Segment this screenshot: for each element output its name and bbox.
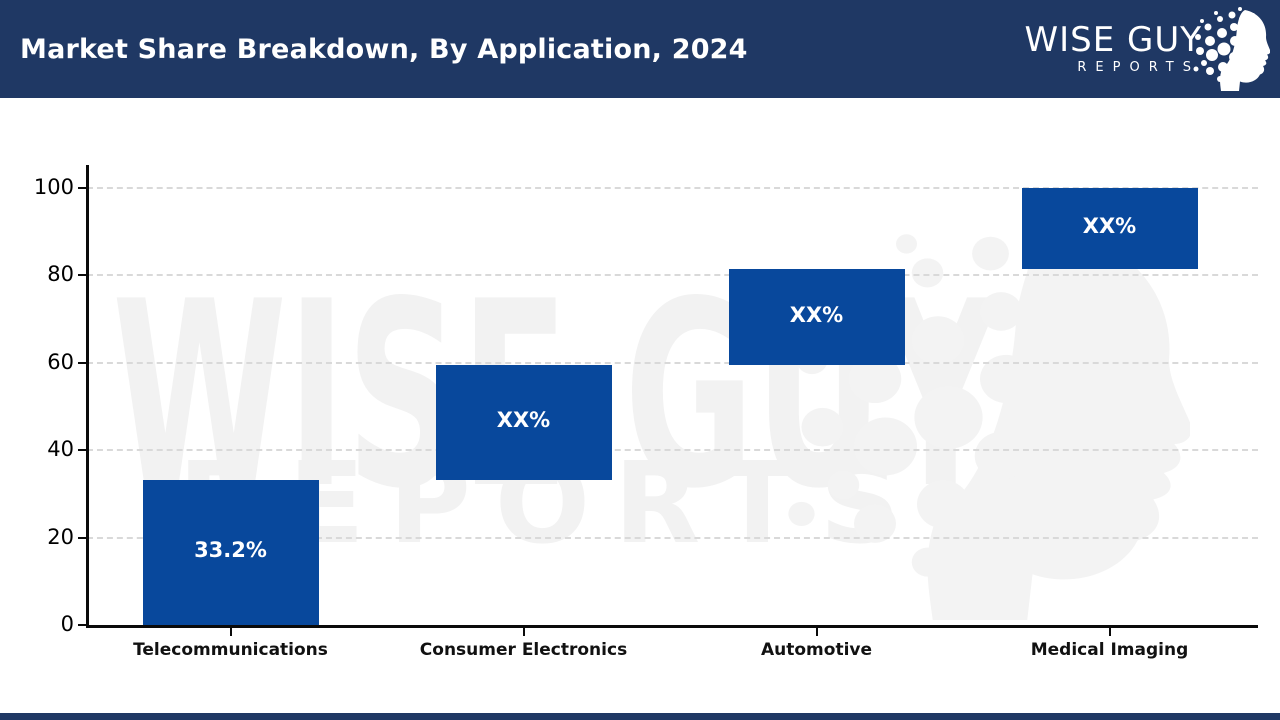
x-axis-tick — [522, 628, 525, 636]
y-axis-tick — [78, 536, 87, 539]
logo-wiseguy-label: WISE GUY — [1024, 20, 1202, 60]
x-axis-category-label: Automotive — [760, 640, 873, 660]
y-axis-tick — [78, 274, 87, 276]
y-gridline — [87, 186, 1258, 189]
y-axis-tick — [78, 624, 87, 626]
y-gridline — [87, 361, 1258, 364]
y-gridline — [87, 536, 1258, 539]
x-axis-spine — [86, 625, 1258, 628]
y-axis-tick-label: 60 — [47, 349, 74, 374]
y-axis-tick — [78, 449, 87, 451]
x-axis-tick — [229, 628, 232, 636]
x-axis-category-label: Medical Imaging — [1030, 640, 1189, 660]
y-axis-tick-label: 80 — [47, 262, 74, 286]
x-axis-tick — [815, 628, 818, 636]
bar-value-label: XX% — [496, 408, 551, 433]
bar — [435, 365, 612, 480]
logo-text: WISE GUY REPORTS — [1024, 23, 1202, 75]
plot-area: 0 20 40 60 80 100 33.2% Telecommunications XX% Co… — [0, 98, 1280, 713]
bar-value-label: 33.2% — [194, 538, 267, 563]
x-axis-category-label: Consumer Electronics — [419, 640, 628, 660]
y-gridline — [87, 449, 1258, 451]
bar-value-label: XX% — [789, 303, 844, 327]
header-bar: Market Share Breakdown, By Application, … — [0, 0, 1280, 98]
x-axis-tick — [1108, 628, 1111, 636]
y-axis-tick-label: 20 — [47, 524, 74, 549]
y-axis-tick-label: 100 — [33, 174, 74, 199]
y-axis-spine — [86, 165, 89, 628]
y-axis-tick-label: 40 — [47, 437, 74, 461]
x-axis-category-label: Telecommunications — [133, 640, 328, 660]
bar — [1021, 187, 1198, 269]
bar — [728, 268, 905, 366]
y-gridline — [87, 274, 1258, 276]
y-axis-tick — [78, 361, 87, 364]
logo-reports-label: REPORTS — [1077, 60, 1200, 75]
bar-value-label: XX% — [1082, 214, 1137, 239]
wise-guy-reports-logo: WISE GUY REPORTS — [1024, 4, 1272, 94]
bar — [142, 479, 319, 625]
y-axis-tick-label: 0 — [60, 612, 74, 636]
page-title: Market Share Breakdown, By Application, … — [20, 33, 748, 65]
footer-bar — [0, 713, 1280, 720]
y-axis-tick — [78, 186, 87, 189]
